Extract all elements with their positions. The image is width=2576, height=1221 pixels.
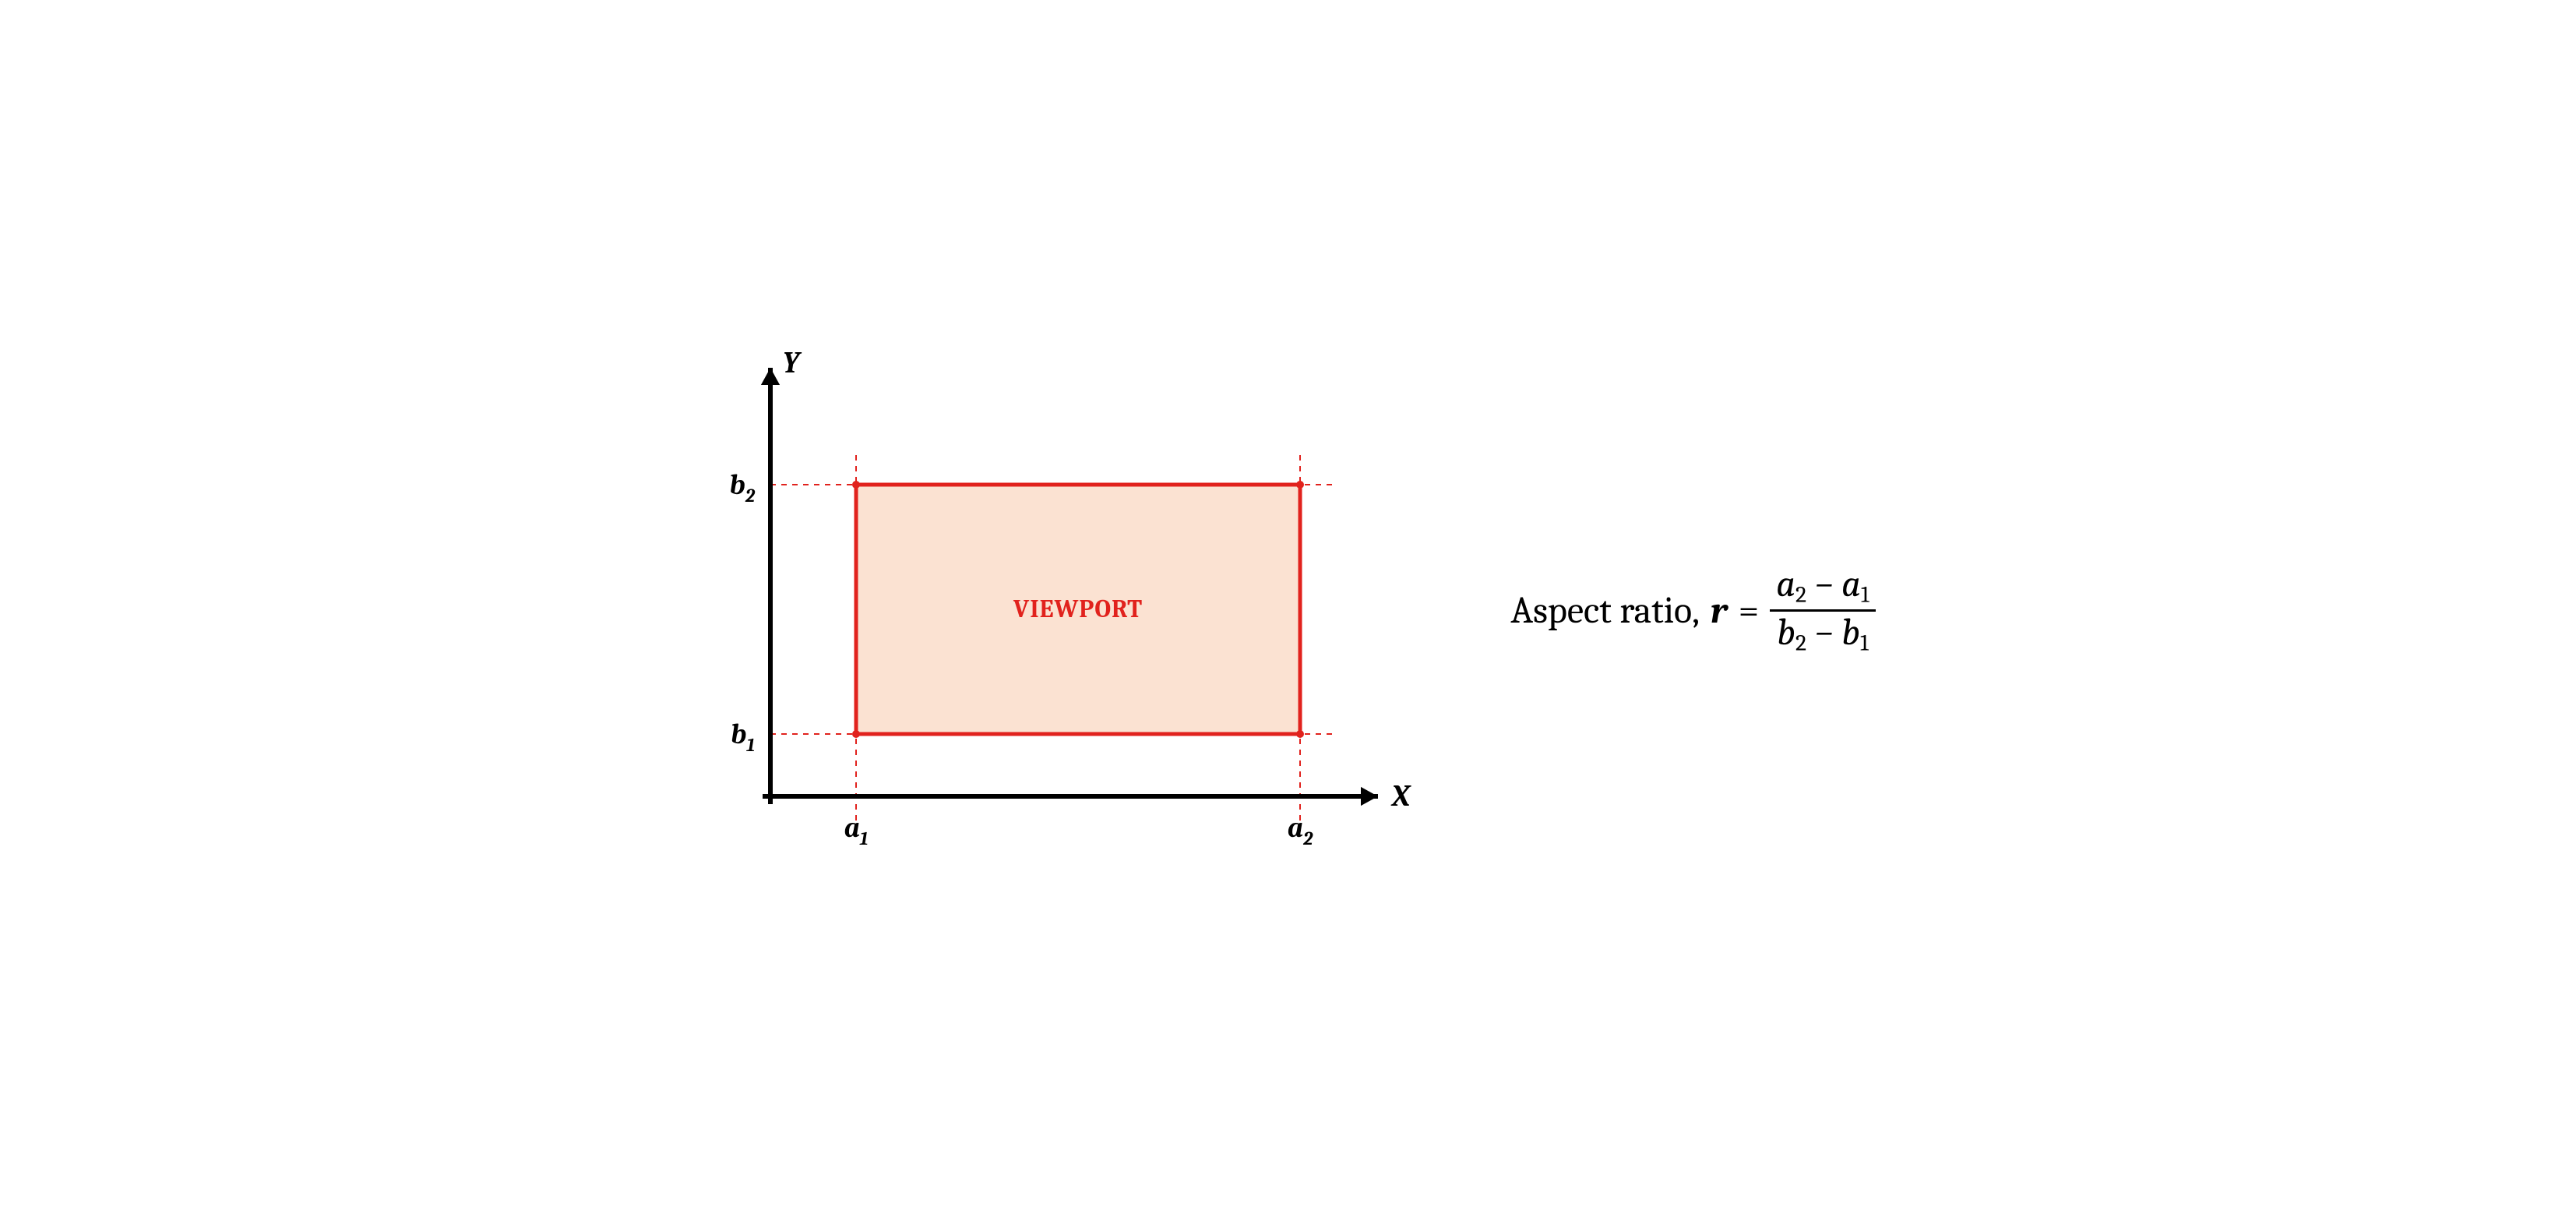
formula-variable: r xyxy=(1711,589,1728,632)
svg-text:X: X xyxy=(1390,779,1411,813)
fraction: a2 − a1 b2 − b1 xyxy=(1770,563,1875,657)
svg-text:VIEWPORT: VIEWPORT xyxy=(1013,595,1143,623)
equals-sign: = xyxy=(1739,589,1760,632)
svg-text:a2: a2 xyxy=(1288,812,1313,849)
diagram-svg: VIEWPORT X Ya1 a2 b1 b2 xyxy=(700,337,1448,882)
viewport-diagram: VIEWPORT X Ya1 a2 b1 b2 xyxy=(700,337,1448,885)
svg-text:b1: b1 xyxy=(731,718,756,756)
svg-text:Y: Y xyxy=(783,346,802,380)
svg-text:a1: a1 xyxy=(844,812,869,849)
formula-prefix: Aspect ratio, xyxy=(1510,589,1700,632)
aspect-ratio-formula: Aspect ratio, r = a2 − a1 b2 − b1 xyxy=(1510,563,1875,657)
denominator: b2 − b1 xyxy=(1771,612,1875,658)
svg-text:b2: b2 xyxy=(730,469,756,506)
numerator: a2 − a1 xyxy=(1770,563,1875,609)
